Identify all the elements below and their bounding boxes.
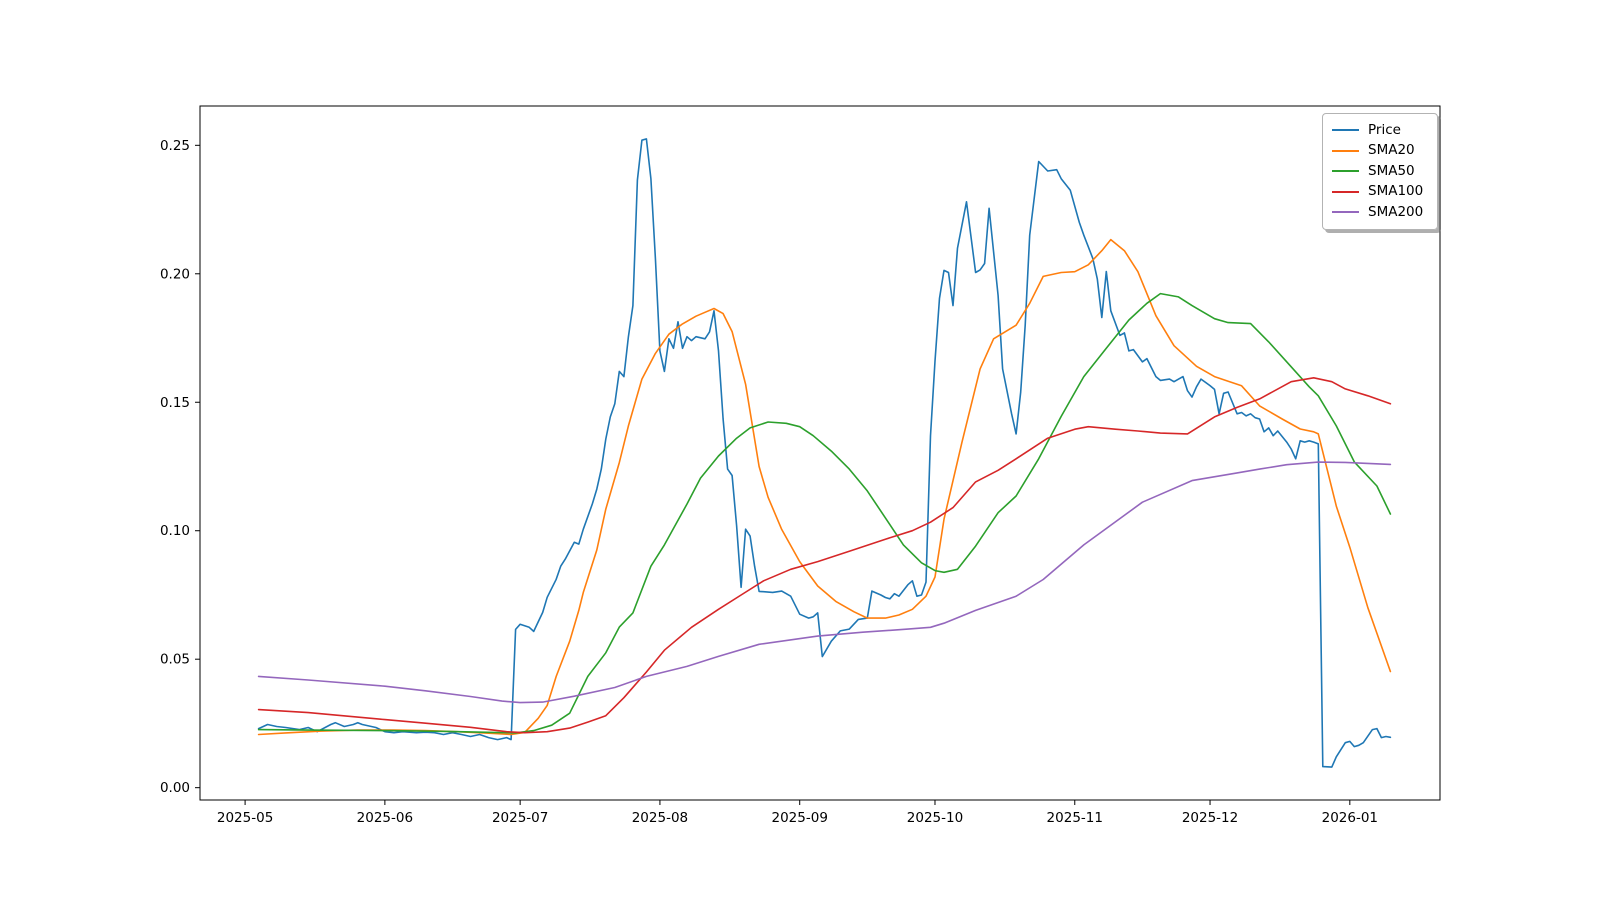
y-tick-label: 0.15: [160, 395, 190, 411]
legend-item-sma100: SMA100: [1332, 182, 1429, 203]
legend-label-sma50: SMA50: [1368, 162, 1415, 179]
legend-item-sma200: SMA200: [1332, 202, 1429, 223]
sma50-line-swatch: [1332, 170, 1359, 173]
sma100-line-swatch: [1332, 190, 1359, 193]
x-axis: 2025-05 2025-06 2025-07 2025-08 2025-09 2025-…: [217, 800, 1378, 826]
sma50-line: [257, 292, 1392, 734]
sma20-line: [257, 238, 1392, 736]
sma100-line: [257, 376, 1392, 734]
x-tick-label: 2025-07: [492, 810, 548, 826]
x-tick-label: 2025-10: [907, 810, 963, 826]
legend-label-price: Price: [1368, 121, 1401, 138]
price-line: [257, 138, 1392, 768]
sma200-line: [257, 461, 1392, 704]
legend-item-sma50: SMA50: [1332, 161, 1429, 182]
price-line-swatch: [1332, 129, 1359, 132]
legend-item-price: Price: [1332, 120, 1429, 141]
y-tick-label: 0.00: [160, 780, 190, 796]
y-axis: 0.00 0.05 0.10 0.15 0.20 0.25: [160, 138, 200, 796]
legend: Price SMA20 SMA50 SMA100 SMA200: [1322, 113, 1438, 230]
y-tick-label: 0.10: [160, 523, 190, 539]
x-tick-label: 2025-08: [632, 810, 688, 826]
y-tick-label: 0.25: [160, 138, 190, 154]
x-tick-label: 2025-06: [357, 810, 413, 826]
legend-label-sma100: SMA100: [1368, 183, 1424, 199]
legend-label-sma20: SMA20: [1368, 142, 1415, 158]
plot-border: [199, 105, 1441, 801]
y-tick-label: 0.05: [160, 652, 190, 668]
x-tick-label: 2025-12: [1182, 810, 1238, 826]
sma20-line-swatch: [1332, 149, 1359, 152]
x-tick-label: 2025-09: [772, 810, 828, 826]
x-tick-label: 2026-01: [1322, 810, 1378, 826]
legend-item-sma20: SMA20: [1332, 141, 1429, 162]
y-tick-label: 0.20: [160, 266, 190, 282]
x-tick-label: 2025-05: [217, 810, 273, 826]
x-tick-label: 2025-11: [1047, 810, 1103, 826]
sma200-line-swatch: [1332, 211, 1359, 214]
legend-label-sma200: SMA200: [1368, 203, 1424, 220]
